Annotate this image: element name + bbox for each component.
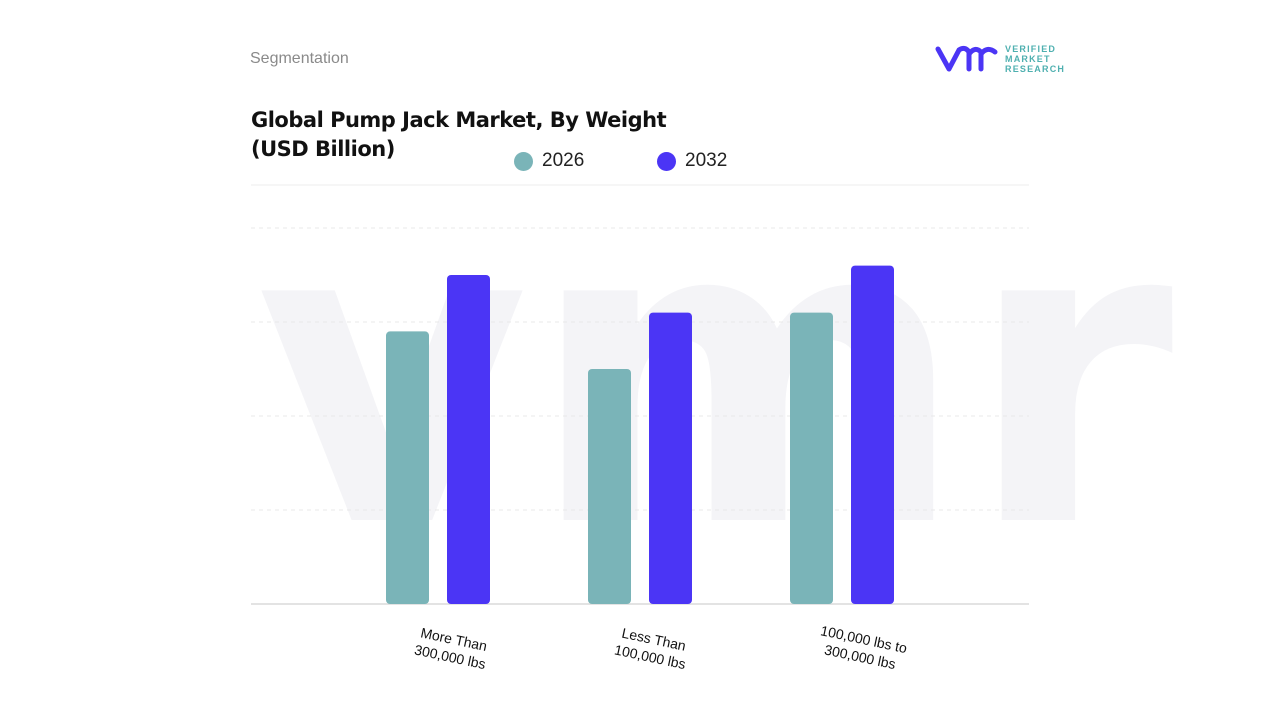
bar-2032-1 <box>649 312 692 604</box>
bar-2026-2 <box>790 312 833 604</box>
legend-swatch-2026 <box>514 151 533 171</box>
legend-label-2026: 2026 <box>542 150 585 171</box>
bar-2032-2 <box>851 265 894 604</box>
vmr-logo-mark-icon <box>935 45 998 72</box>
logo-text: VERIFIED MARKET RESEARCH <box>1005 44 1065 74</box>
legend-swatch-2032 <box>657 151 676 171</box>
section-label: Segmentation <box>250 50 349 67</box>
chart-title-line1: Global Pump Jack Market, By Weight <box>251 108 667 132</box>
vmr-logo: VERIFIED MARKET RESEARCH <box>935 44 1065 74</box>
logo-line-1: VERIFIED <box>1005 44 1057 54</box>
bar-2032-0 <box>447 275 490 604</box>
chart-title: Global Pump Jack Market, By Weight (USD … <box>251 106 667 164</box>
chart-title-line2: (USD Billion) <box>251 137 395 161</box>
legend-label-2032: 2032 <box>685 150 728 171</box>
logo-line-3: RESEARCH <box>1005 64 1066 74</box>
bar-2026-1 <box>588 369 631 604</box>
bar-2026-0 <box>386 331 429 604</box>
legend-item-2032: 2032 <box>657 150 727 172</box>
legend-item-2026: 2026 <box>514 150 584 172</box>
logo-line-2: MARKET <box>1005 54 1051 64</box>
